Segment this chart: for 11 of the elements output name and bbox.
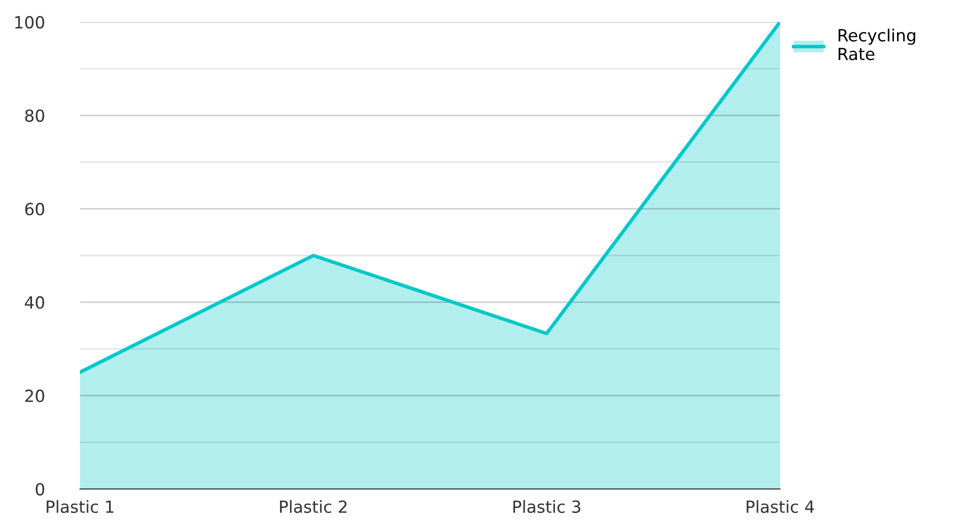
y-tick-label: 100	[15, 16, 44, 29]
y-tick-label: 20	[25, 390, 44, 402]
y-tick-label: 60	[25, 202, 44, 216]
x-tick-label: Plastic 2	[280, 500, 347, 514]
y-tick-label: 80	[25, 109, 44, 122]
x-tick-label: Plastic 4	[746, 500, 814, 514]
x-tick-label: Plastic 3	[513, 500, 580, 514]
y-tick-label: 40	[24, 296, 44, 309]
legend-label: Recycling Rate	[838, 28, 916, 60]
y-tick-label: 0	[36, 482, 44, 496]
x-tick-label: Plastic 1	[46, 500, 114, 514]
